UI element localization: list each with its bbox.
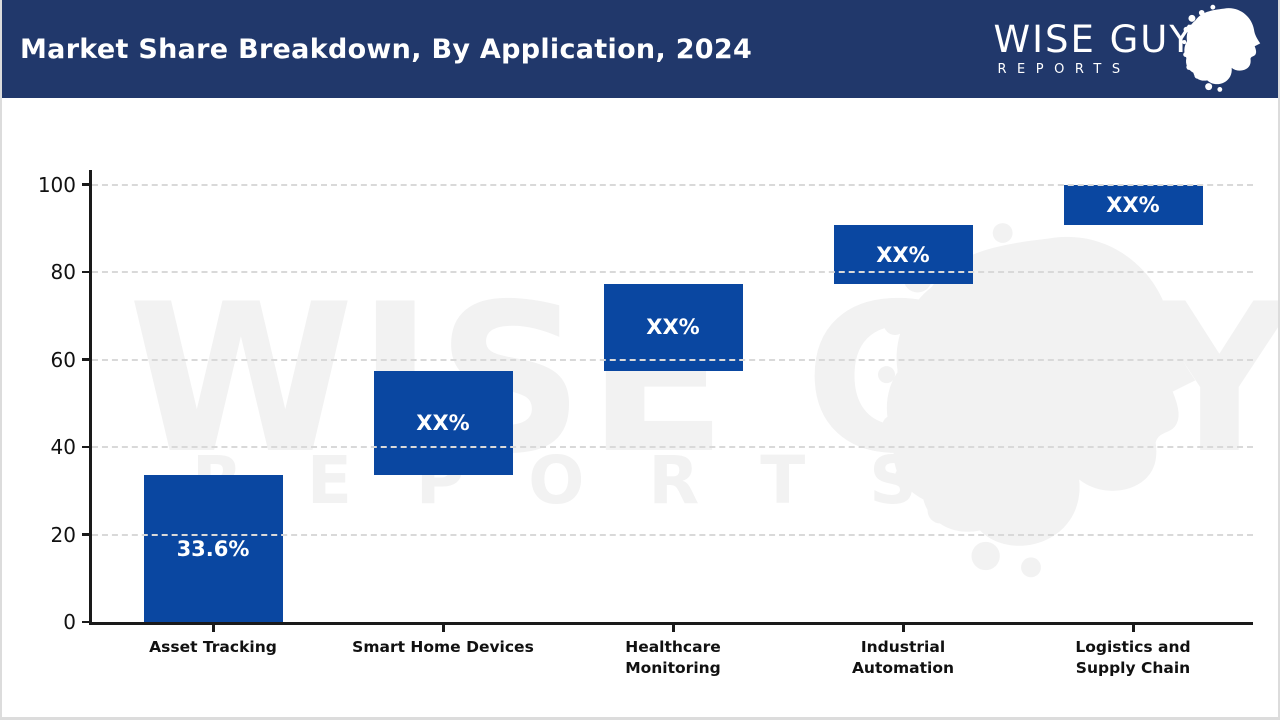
y-tick-label: 60 — [50, 347, 76, 372]
y-tick-label: 0 — [63, 610, 76, 634]
x-category-label: Asset Tracking — [149, 638, 277, 656]
x-tick-mark — [1132, 625, 1135, 632]
bar-value-label: 33.6% — [176, 536, 250, 561]
y-tick-mark — [82, 445, 89, 448]
y-tick-label: 40 — [50, 435, 76, 459]
bar-value-label: XX% — [876, 242, 930, 267]
gridline-60 — [92, 358, 1253, 361]
x-tick-mark — [212, 625, 215, 632]
brand-subtitle: REPORTS — [997, 62, 1131, 77]
x-category-label: Logistics and Supply Chain — [1075, 638, 1191, 677]
header-bar: Market Share Breakdown, By Application, … — [0, 0, 1280, 98]
x-category-label: Healthcare Monitoring — [625, 638, 721, 677]
x-tick-mark — [672, 625, 675, 632]
gridline-100 — [92, 183, 1253, 186]
y-tick-mark — [82, 183, 89, 186]
x-tick-mark — [902, 625, 905, 632]
watermark-subtext: REPORTS — [192, 442, 981, 519]
gridline-80 — [92, 271, 1253, 273]
bar-3: XX% — [603, 283, 743, 371]
y-tick-label: 100 — [37, 172, 76, 197]
brand-logo: WISE GUY REPORTS — [994, 3, 1270, 95]
y-tick-mark — [82, 620, 89, 623]
page-title: Market Share Breakdown, By Application, … — [20, 33, 753, 65]
y-tick-mark — [82, 533, 89, 536]
bar-value-label: XX% — [1106, 192, 1160, 217]
y-tick-mark — [82, 358, 89, 361]
y-tick-mark — [82, 270, 89, 273]
x-tick-mark — [442, 625, 445, 632]
gridline-20 — [92, 533, 1253, 536]
y-tick-label: 80 — [50, 260, 76, 284]
brand-logo-text: WISE GUY REPORTS — [994, 21, 1194, 77]
plot-area: 0 20 40 60 80 100 33.6% Asset Tracking XX% Smart … — [38, 170, 1253, 677]
y-tick-label: 20 — [50, 522, 76, 547]
bar-1: 33.6% — [143, 475, 283, 622]
bar-4: XX% — [833, 225, 973, 284]
brand-head-icon — [1182, 4, 1261, 92]
bar-5: XX% — [1063, 184, 1203, 226]
bar-value-label: XX% — [416, 410, 470, 435]
bar-2: XX% — [373, 370, 513, 475]
brand-name: WISE GUY — [993, 18, 1194, 61]
x-category-label: Smart Home Devices — [352, 638, 534, 656]
x-category-label: Industrial Automation — [851, 638, 955, 677]
gridline-40 — [92, 446, 1253, 448]
bar-value-label: XX% — [646, 315, 700, 340]
